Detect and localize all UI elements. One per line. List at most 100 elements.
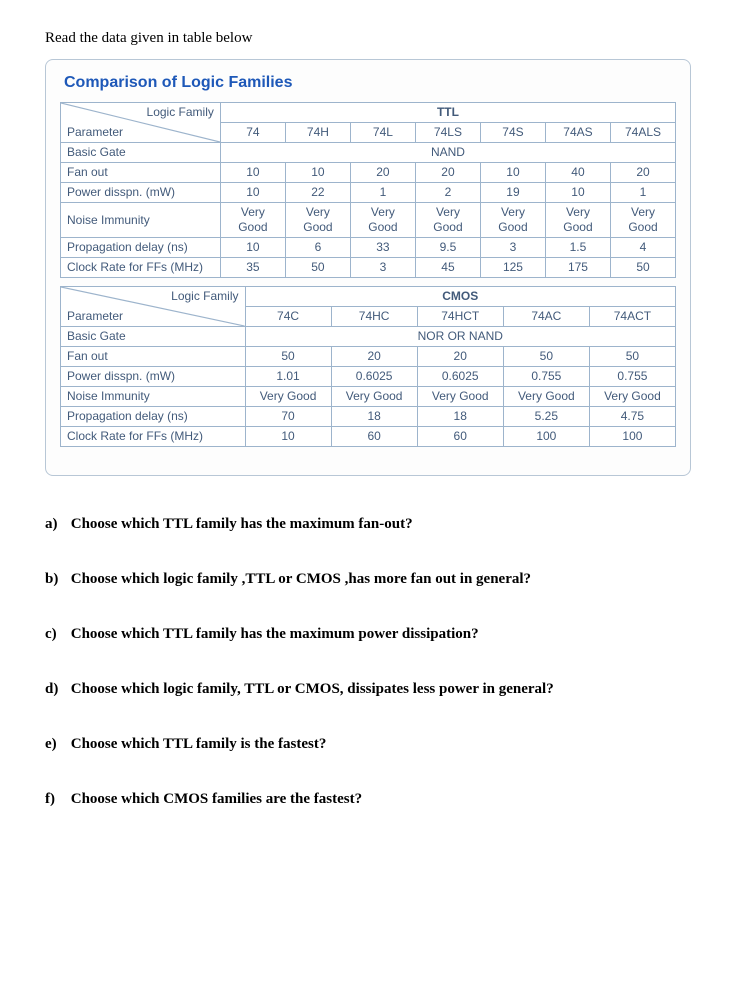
col-74s: 74S [480,123,545,143]
cell: 3 [350,258,415,278]
col-74l: 74L [350,123,415,143]
cell: 125 [480,258,545,278]
cell: 10 [285,163,350,183]
cell: 50 [589,347,675,367]
cell: 20 [610,163,675,183]
row-label: Fan out [61,163,221,183]
cell: 10 [220,163,285,183]
cell: 9.5 [415,238,480,258]
cell: 60 [331,427,417,447]
table-row: Noise ImmunityVeryGoodVeryGoodVeryGoodVe… [61,203,676,238]
cell: 50 [610,258,675,278]
table-row: Fan out5020205050 [61,347,676,367]
diag-top-label: Logic Family [171,289,238,304]
cell: VeryGood [545,203,610,238]
cell: 4.75 [589,407,675,427]
cell: Very Good [245,387,331,407]
cmos-table: Logic Family Parameter CMOS 74C 74HC 74H… [60,286,676,447]
question: f) Choose which CMOS families are the fa… [45,791,691,808]
comparison-panel: Comparison of Logic Families Logic Famil… [45,59,691,476]
ttl-basic-gate-label: Basic Gate [61,143,221,163]
ttl-basic-gate-value: NAND [220,143,675,163]
question-text: Choose which CMOS families are the faste… [67,791,362,807]
cell: 0.755 [589,367,675,387]
cell: 20 [350,163,415,183]
cell: 0.6025 [331,367,417,387]
cell: 70 [245,407,331,427]
row-label: Noise Immunity [61,387,246,407]
cell: 1.01 [245,367,331,387]
cell: Very Good [331,387,417,407]
cmos-basic-gate-label: Basic Gate [61,327,246,347]
table-row: Propagation delay (ns)106339.531.54 [61,238,676,258]
col-74hc: 74HC [331,307,417,327]
cell: 22 [285,183,350,203]
row-label: Propagation delay (ns) [61,407,246,427]
cell: 18 [417,407,503,427]
cell: 100 [503,427,589,447]
cell: 60 [417,427,503,447]
question-label: c) [45,626,67,643]
diag-bottom-label: Parameter [67,125,123,140]
cell: Very Good [417,387,503,407]
table-row: Clock Rate for FFs (MHz)106060100100 [61,427,676,447]
cell: VeryGood [415,203,480,238]
question: b) Choose which logic family ,TTL or CMO… [45,571,691,588]
table-row: Noise ImmunityVery GoodVery GoodVery Goo… [61,387,676,407]
cell: 35 [220,258,285,278]
questions-list: a) Choose which TTL family has the maxim… [45,516,691,808]
ttl-diag-header: Logic Family Parameter [61,103,221,143]
question: d) Choose which logic family, TTL or CMO… [45,681,691,698]
question-label: a) [45,516,67,533]
col-74ac: 74AC [503,307,589,327]
cell: 100 [589,427,675,447]
table-row: Clock Rate for FFs (MHz)355034512517550 [61,258,676,278]
cell: Very Good [503,387,589,407]
cell: 40 [545,163,610,183]
table-row: Power disspn. (mW)1.010.60250.60250.7550… [61,367,676,387]
question-label: e) [45,736,67,753]
col-74als: 74ALS [610,123,675,143]
cell: 3 [480,238,545,258]
question-text: Choose which TTL family has the maximum … [67,516,413,532]
cell: 1 [610,183,675,203]
cell: 20 [415,163,480,183]
question: a) Choose which TTL family has the maxim… [45,516,691,533]
ttl-table: Logic Family Parameter TTL 74 74H 74L 74… [60,102,676,278]
cell: 50 [245,347,331,367]
question-text: Choose which TTL family is the fastest? [67,736,326,752]
cell: 50 [503,347,589,367]
cell: 19 [480,183,545,203]
diag-bottom-label: Parameter [67,309,123,324]
cell: 1 [350,183,415,203]
col-74as: 74AS [545,123,610,143]
col-74h: 74H [285,123,350,143]
cell: 0.6025 [417,367,503,387]
question: e) Choose which TTL family is the fastes… [45,736,691,753]
ttl-family-label: TTL [220,103,675,123]
col-74ls: 74LS [415,123,480,143]
row-label: Clock Rate for FFs (MHz) [61,427,246,447]
row-label: Propagation delay (ns) [61,238,221,258]
diag-top-label: Logic Family [147,105,214,120]
cell: Very Good [589,387,675,407]
cell: 20 [331,347,417,367]
cell: 33 [350,238,415,258]
table-row: Propagation delay (ns)7018185.254.75 [61,407,676,427]
intro-text: Read the data given in table below [45,30,691,47]
cell: 10 [220,183,285,203]
panel-title: Comparison of Logic Families [64,74,676,92]
cell: VeryGood [610,203,675,238]
cell: VeryGood [350,203,415,238]
cmos-diag-header: Logic Family Parameter [61,287,246,327]
cell: VeryGood [220,203,285,238]
col-74c: 74C [245,307,331,327]
cell: 10 [220,238,285,258]
cell: 50 [285,258,350,278]
cell: 0.755 [503,367,589,387]
row-label: Noise Immunity [61,203,221,238]
question-text: Choose which TTL family has the maximum … [67,626,479,642]
question-label: b) [45,571,67,588]
cell: 18 [331,407,417,427]
question: c) Choose which TTL family has the maxim… [45,626,691,643]
